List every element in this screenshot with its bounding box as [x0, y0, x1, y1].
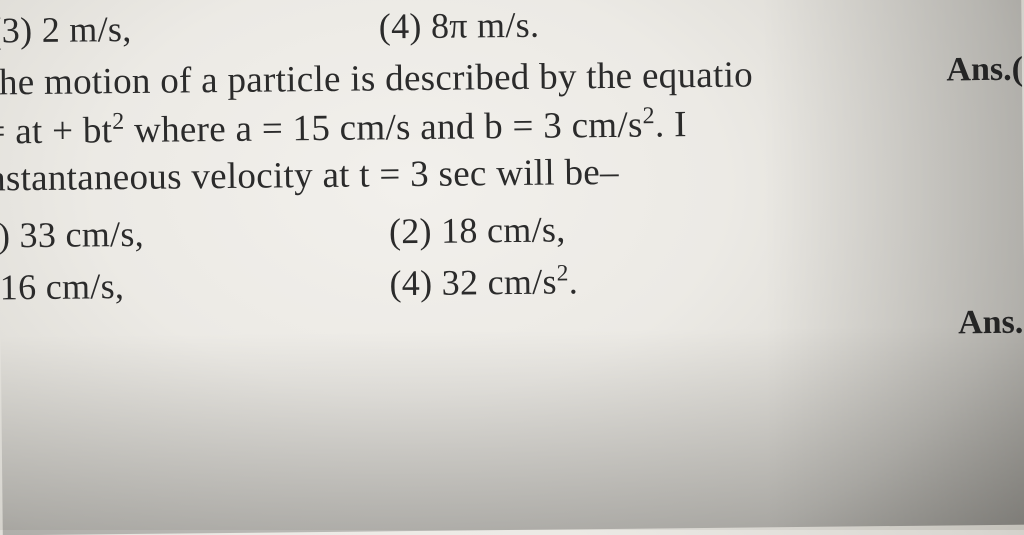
- option-3: ) 16 cm/s,: [0, 262, 380, 308]
- question-line-1: Ans.(3 The motion of a particle is descr…: [0, 51, 1022, 105]
- options-row-2: ) 16 cm/s, (4) 32 cm/s2.: [0, 256, 1024, 309]
- option-4a: (4) 32 cm/s: [389, 262, 557, 304]
- prev-option-4: (4) 8π m/s.: [379, 5, 540, 47]
- question-text-2a: = at + bt: [0, 110, 112, 152]
- prev-answer-label: Ans.(3: [946, 50, 1024, 89]
- question-text-3: nstantaneous velocity at t = 3 sec will …: [0, 152, 619, 200]
- option-4b: .: [569, 261, 579, 301]
- question-text-2c: . I: [655, 104, 687, 145]
- page: (3) 2 m/s, (4) 8π m/s. Ans.(3 The motion…: [0, 0, 1024, 535]
- question-text-1: The motion of a particle is described by…: [0, 54, 753, 103]
- exponent-2b: 2: [642, 103, 655, 129]
- answer-text: Ans.(: [958, 304, 1024, 342]
- question-text-2b: where a = 15 cm/s and b = 3 cm/s: [124, 105, 643, 151]
- option-1: 1) 33 cm/s,: [0, 210, 380, 256]
- option-2: (2) 18 cm/s,: [389, 209, 566, 251]
- exponent-2a: 2: [112, 109, 125, 135]
- question-line-2: = at + bt2 where a = 15 cm/s and b = 3 c…: [0, 100, 1023, 154]
- prev-option-3: (3) 2 m/s,: [0, 5, 370, 51]
- question-line-3: nstantaneous velocity at t = 3 sec will …: [0, 147, 1023, 201]
- prev-options-row: (3) 2 m/s, (4) 8π m/s.: [0, 0, 1022, 51]
- exponent-opt4: 2: [557, 260, 569, 286]
- options-row-1: 1) 33 cm/s, (2) 18 cm/s,: [0, 204, 1024, 257]
- answer-label: Ans.(: [0, 304, 1024, 353]
